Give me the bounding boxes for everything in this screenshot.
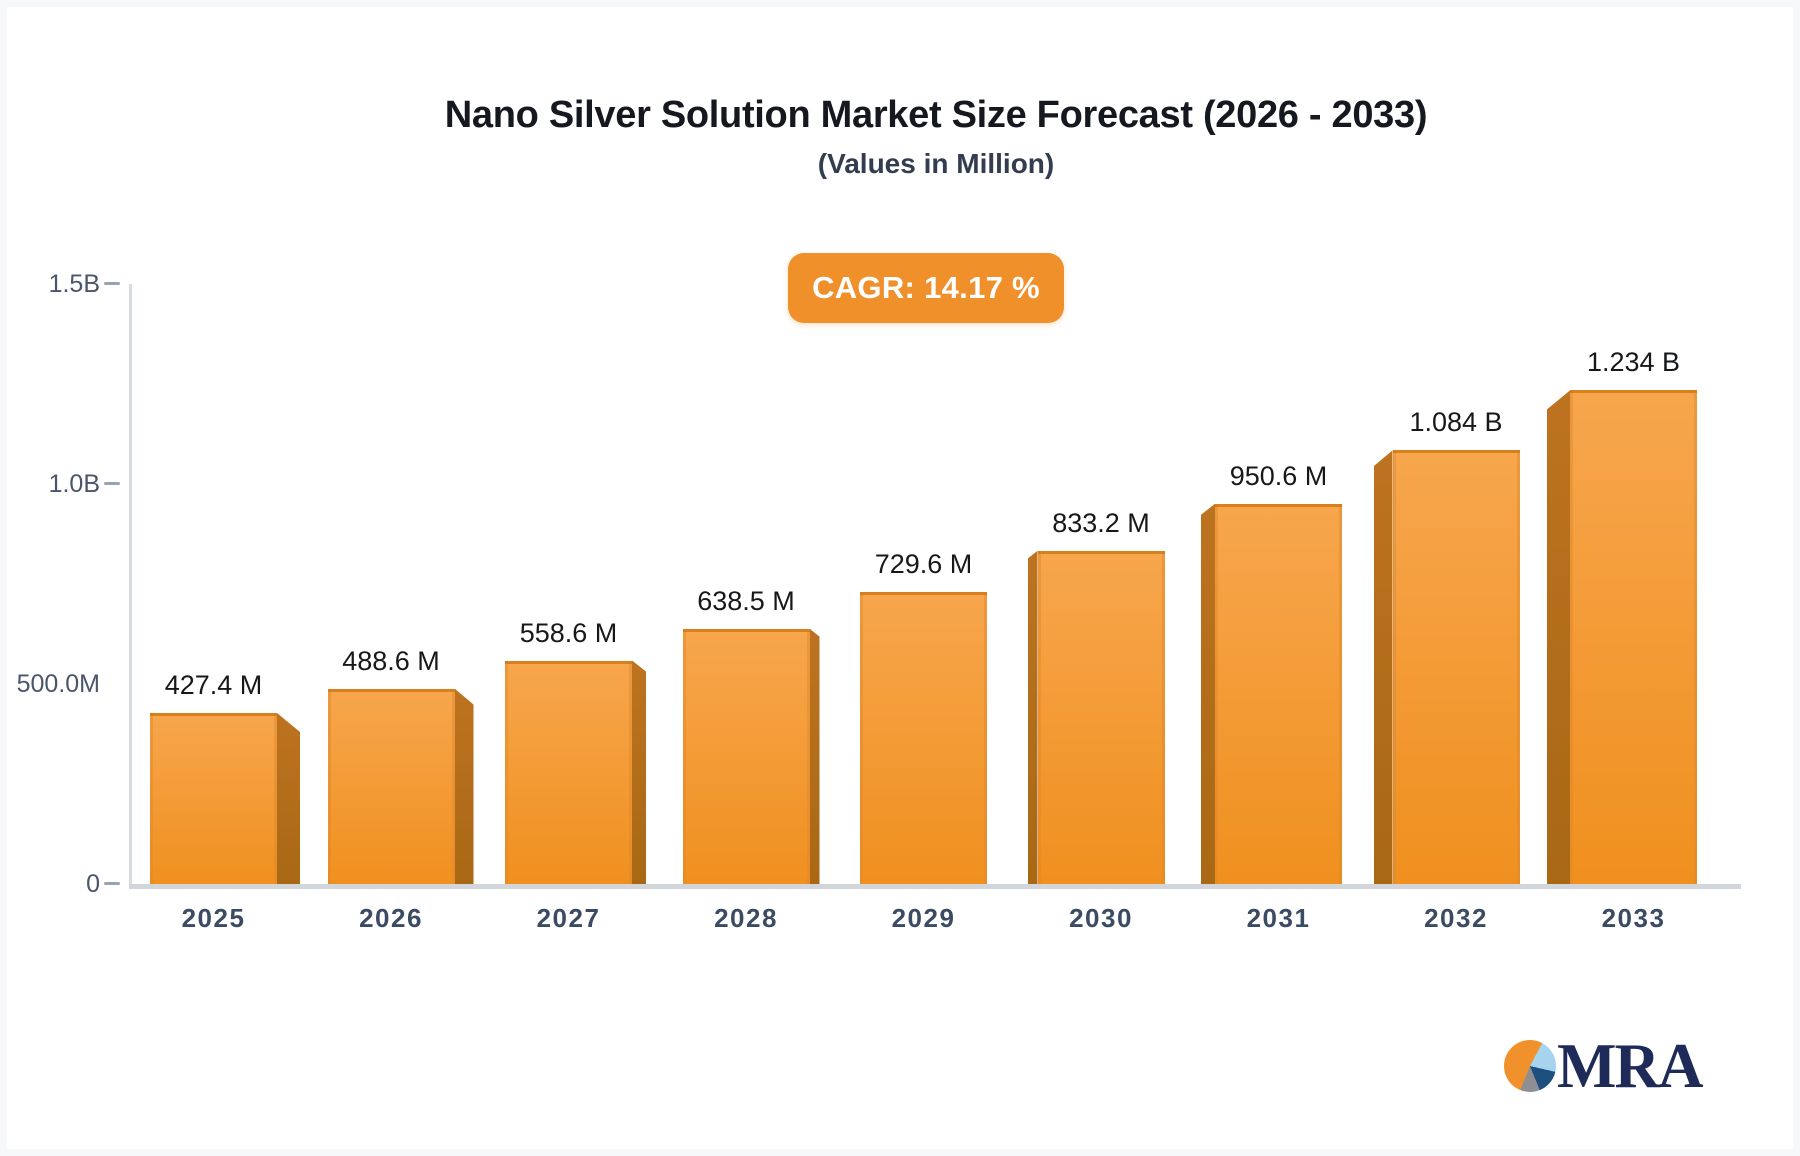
y-axis-tick (104, 282, 120, 285)
bar-value-label: 638.5 M (697, 585, 795, 616)
pie-chart-icon (1504, 1040, 1556, 1092)
bar-2031[interactable] (1201, 503, 1342, 884)
bar-3d-side (1201, 503, 1215, 884)
x-axis-line (129, 884, 1741, 889)
bar-value-label: 558.6 M (519, 617, 618, 648)
bar-face (150, 713, 277, 884)
bar-value-label: 729.6 M (874, 549, 973, 580)
bar-2030[interactable] (1027, 550, 1165, 884)
bar-3d-side (1547, 390, 1570, 884)
bar-2026[interactable] (327, 688, 474, 884)
bar-2033[interactable] (1547, 390, 1697, 884)
x-axis-label: 2033 (1601, 903, 1666, 933)
y-axis-line (129, 284, 132, 886)
bar-2028[interactable] (682, 628, 820, 884)
bar-face (1037, 550, 1165, 884)
bar-value-label: 1.234 B (1586, 347, 1681, 378)
bar-face (1215, 503, 1342, 884)
bar-face (327, 688, 455, 884)
chart-subtitle: (Values in Million) (817, 148, 1055, 179)
bar-3d-side (809, 628, 820, 884)
y-axis-label: 500.0M (16, 670, 100, 698)
bar-2032[interactable] (1373, 450, 1520, 884)
bar-value-label: 833.2 M (1052, 507, 1150, 538)
bar-face (505, 660, 632, 884)
x-axis-label: 2028 (714, 903, 778, 933)
bar-face (682, 628, 810, 884)
bar-face (1570, 390, 1697, 884)
x-axis-label: 2029 (891, 903, 956, 933)
bar-value-label: 427.4 M (164, 670, 263, 701)
y-axis-label: 1.0B (48, 470, 100, 498)
y-axis-label: 1.5B (48, 270, 100, 298)
y-axis-label: 0 (86, 870, 100, 898)
bar-3d-side (1027, 550, 1038, 884)
bar-value-label: 1.084 B (1409, 407, 1503, 438)
bar-2025[interactable] (150, 713, 300, 884)
x-axis-label: 2026 (359, 903, 423, 933)
bar-3d-side (454, 688, 474, 884)
bar-face (1392, 450, 1520, 884)
x-axis-label: 2025 (181, 903, 246, 933)
brand-name: MRA (1557, 1031, 1703, 1101)
bar-face (860, 592, 987, 884)
x-axis-label: 2032 (1424, 903, 1488, 933)
bar-3d-side (1373, 450, 1393, 884)
bar-2027[interactable] (505, 660, 646, 884)
bar-3d-side (632, 660, 646, 884)
chart-title: Nano Silver Solution Market Size Forecas… (444, 94, 1428, 136)
bar-3d-side (277, 713, 300, 884)
bar-value-label: 950.6 M (1229, 460, 1328, 491)
y-axis-tick (104, 882, 120, 885)
x-axis-label: 2027 (536, 903, 601, 933)
x-axis-label: 2030 (1069, 903, 1133, 933)
cagr-badge: CAGR: 14.17 % (788, 253, 1064, 323)
y-axis-tick (104, 482, 120, 485)
bar-2029[interactable] (860, 592, 987, 884)
bar-value-label: 488.6 M (342, 645, 440, 676)
x-axis-label: 2031 (1246, 903, 1311, 933)
brand-logo: MRA (1504, 1031, 1703, 1101)
